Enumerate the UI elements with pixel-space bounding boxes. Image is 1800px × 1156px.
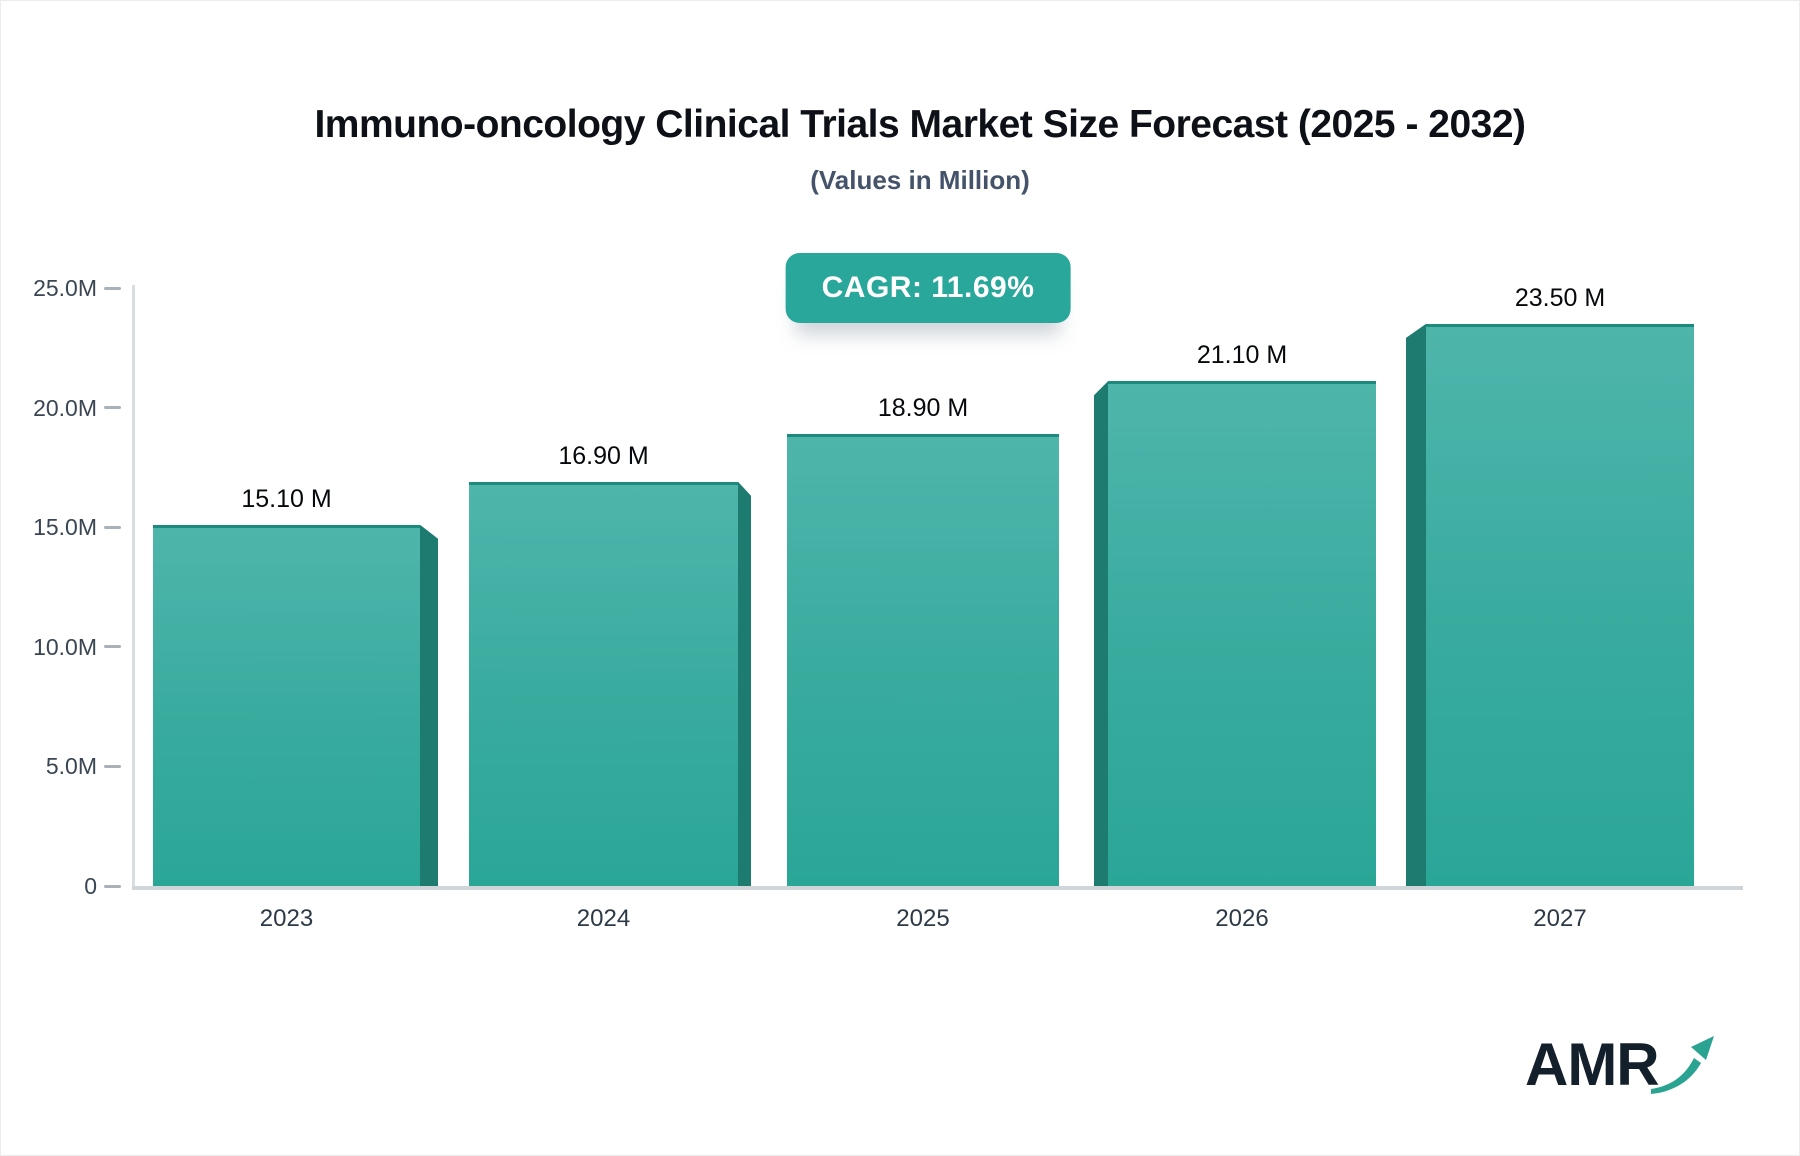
bar-side: [1094, 381, 1108, 886]
y-tick-mark: [104, 406, 121, 410]
growth-arrow-icon: [1650, 1036, 1714, 1094]
bar-side: [420, 524, 438, 886]
y-tick-label: 0: [84, 873, 97, 899]
amr-logo-text: AMR: [1525, 1031, 1660, 1098]
bar-side: [738, 481, 751, 886]
bar-value-label: 21.10 M: [1196, 341, 1288, 370]
chart-title: Immuno-oncology Clinical Trials Market S…: [314, 103, 1526, 146]
bar-face: [1108, 381, 1376, 886]
y-tick-label: 10.0M: [33, 633, 97, 660]
bar-value-label: 18.90 M: [877, 393, 969, 422]
y-tick-mark: [104, 884, 121, 888]
chart-subtitle: (Values in Million): [810, 165, 1030, 195]
bar-face: [153, 524, 420, 886]
x-tick-label: 2024: [576, 905, 631, 932]
cagr-badge: CAGR: 11.69%: [785, 253, 1071, 323]
brand-logo: AMR: [1525, 1033, 1715, 1097]
bar-value-label: 16.90 M: [558, 441, 649, 470]
x-axis-line: [132, 886, 1743, 890]
y-tick-mark: [104, 525, 121, 529]
y-tick-label: 15.0M: [33, 514, 97, 541]
y-tick-label: 5.0M: [45, 753, 97, 780]
x-tick-label: 2026: [1215, 905, 1269, 932]
y-tick-label: 20.0M: [33, 394, 97, 421]
x-tick-label: 2027: [1533, 905, 1587, 932]
x-tick-label: 2025: [896, 905, 950, 932]
y-tick-mark: [104, 764, 121, 768]
bar-value-label: 15.10 M: [241, 484, 332, 513]
bar-face: [1426, 323, 1694, 886]
bar-face: [469, 481, 738, 886]
y-tick-mark: [104, 286, 121, 290]
bar-side: [1406, 323, 1426, 886]
x-tick-label: 2023: [259, 905, 314, 932]
bar-face: [787, 433, 1059, 886]
y-tick-label: 25.0M: [33, 275, 97, 301]
y-tick-mark: [104, 645, 121, 649]
bar-value-label: 23.50 M: [1514, 283, 1606, 312]
y-axis-line: [132, 285, 135, 888]
